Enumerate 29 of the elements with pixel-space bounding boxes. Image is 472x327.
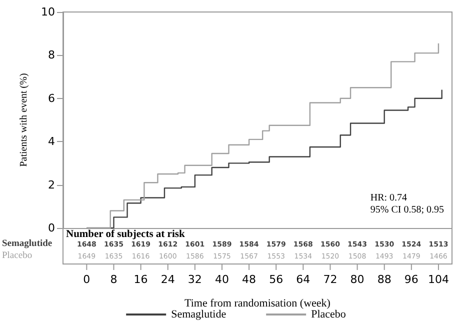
x-tick-label: 64 (296, 273, 310, 286)
x-tick-label: 0 (83, 273, 90, 286)
x-tick-label: 96 (404, 273, 418, 286)
x-tick-label: 32 (188, 273, 202, 286)
legend-label: Semaglutide (171, 308, 226, 320)
x-tick-label: 88 (377, 273, 392, 286)
text: Number of subjects at risk (66, 229, 185, 240)
x-tick-label: 16 (134, 273, 148, 286)
x-tick-label: 104 (428, 273, 449, 286)
annotation: 95% CI 0.58; 0.95 (370, 204, 444, 216)
x-tick-label: 8 (110, 273, 118, 286)
y-tick-label: 4 (48, 135, 55, 148)
y-tick-label: 2 (48, 178, 55, 192)
legend-label: Placebo (311, 308, 346, 320)
text: Semaglutide (2, 239, 52, 249)
x-tick-label: 80 (350, 273, 364, 286)
x-tick-label: 48 (242, 273, 256, 286)
x-tick-label: 24 (160, 273, 175, 286)
x-axis-title: Time from randomisation (week) (184, 298, 331, 310)
x-tick-label: 72 (323, 273, 338, 286)
text: Placebo (2, 251, 32, 261)
y-tick-label: 0 (48, 222, 55, 234)
y-tick-label: 10 (41, 6, 55, 18)
annotation: HR: 0.74 (370, 192, 408, 204)
y-axis-title: Patients with event (%) (18, 73, 30, 167)
x-tick-label: 40 (214, 273, 229, 286)
x-tick-label: 56 (269, 273, 284, 286)
y-tick-label: 8 (48, 48, 55, 62)
y-tick-label: 6 (48, 92, 55, 105)
